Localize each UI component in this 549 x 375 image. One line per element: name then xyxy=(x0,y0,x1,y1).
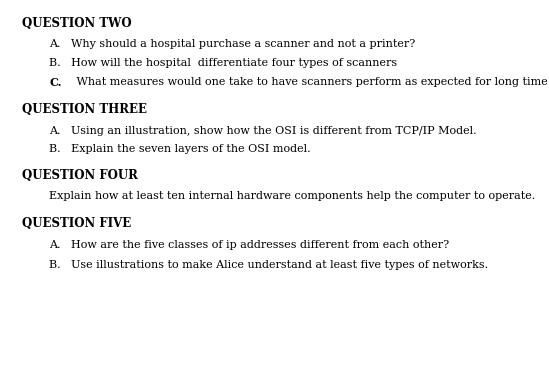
Text: B.   How will the hospital  differentiate four types of scanners: B. How will the hospital differentiate f… xyxy=(49,58,397,68)
Text: A.   Why should a hospital purchase a scanner and not a printer?: A. Why should a hospital purchase a scan… xyxy=(49,39,416,50)
Text: B.   Use illustrations to make Alice understand at least five types of networks.: B. Use illustrations to make Alice under… xyxy=(49,260,489,270)
Text: A.   How are the five classes of ip addresses different from each other?: A. How are the five classes of ip addres… xyxy=(49,240,450,250)
Text: QUESTION FIVE: QUESTION FIVE xyxy=(22,217,131,230)
Text: QUESTION FOUR: QUESTION FOUR xyxy=(22,170,138,183)
Text: QUESTION TWO: QUESTION TWO xyxy=(22,17,132,30)
Text: A.   Using an illustration, show how the OSI is different from TCP/IP Model.: A. Using an illustration, show how the O… xyxy=(49,126,477,136)
Text: C.: C. xyxy=(49,77,62,88)
Text: QUESTION THREE: QUESTION THREE xyxy=(22,103,147,116)
Text: B.   Explain the seven layers of the OSI model.: B. Explain the seven layers of the OSI m… xyxy=(49,144,311,154)
Text: Explain how at least ten internal hardware components help the computer to opera: Explain how at least ten internal hardwa… xyxy=(49,191,536,201)
Text: What measures would one take to have scanners perform as expected for long time: What measures would one take to have sca… xyxy=(65,77,547,87)
